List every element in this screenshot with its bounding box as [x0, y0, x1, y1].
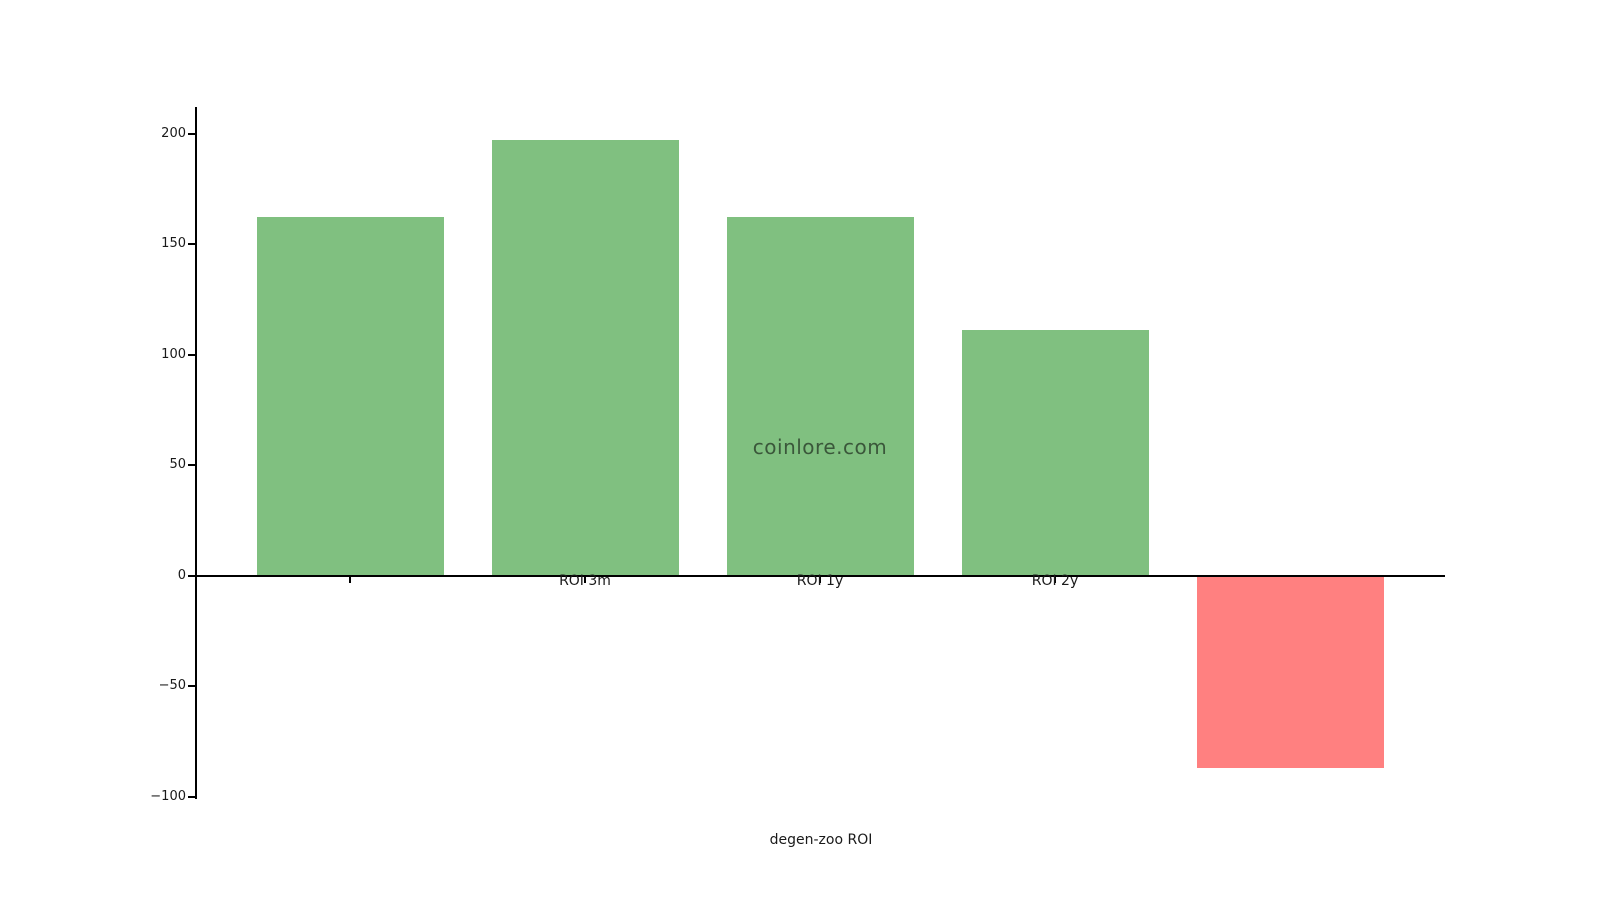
bar-unlabeled-0	[257, 217, 444, 575]
bar-roi-2y	[962, 330, 1149, 575]
y-tick-−100	[188, 796, 195, 798]
y-axis-spine	[195, 107, 197, 799]
y-tick-label-0: 0	[177, 568, 186, 583]
y-tick-label-150: 150	[161, 236, 186, 251]
x-tick-roi-1y	[819, 576, 821, 583]
x-tick-label-roi-1y: ROI 1y	[796, 573, 844, 589]
y-tick-100	[188, 354, 195, 356]
y-tick-200	[188, 133, 195, 135]
watermark: coinlore.com	[752, 435, 888, 459]
x-axis-title: degen-zoo ROI	[769, 832, 873, 848]
x-tick-roi-3m	[584, 576, 586, 583]
y-tick-150	[188, 243, 195, 245]
y-tick-label-−50: −50	[158, 678, 186, 693]
y-tick-0	[188, 575, 195, 577]
y-tick-label-100: 100	[161, 347, 186, 362]
bar-unlabeled-4	[1197, 576, 1384, 768]
x-tick-roi-2y	[1054, 576, 1056, 583]
y-tick-50	[188, 464, 195, 466]
x-tick-label-roi-3m: ROI 3m	[559, 573, 611, 589]
bar-roi-1y	[727, 217, 914, 575]
y-tick-label-50: 50	[169, 457, 186, 472]
x-axis-zero-line	[195, 575, 1445, 577]
y-tick-−50	[188, 685, 195, 687]
y-tick-label-200: 200	[161, 126, 186, 141]
y-tick-label-−100: −100	[150, 789, 186, 804]
x-tick-0	[349, 576, 351, 583]
x-tick-label-roi-2y: ROI 2y	[1031, 573, 1079, 589]
bar-roi-3m	[492, 140, 679, 575]
